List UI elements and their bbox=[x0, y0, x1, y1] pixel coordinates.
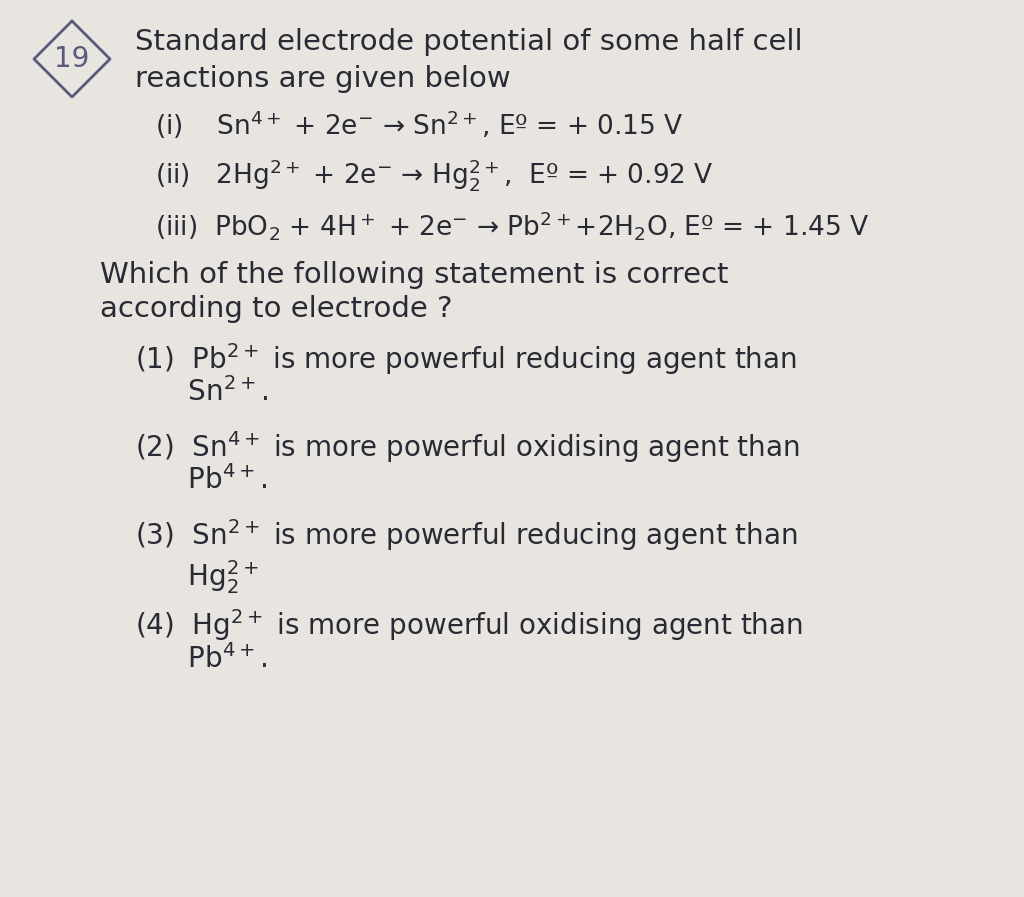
Text: Pb$^{4+}$.: Pb$^{4+}$. bbox=[135, 465, 267, 495]
Text: Sn$^{2+}$.: Sn$^{2+}$. bbox=[135, 377, 268, 407]
Text: (4)  Hg$^{2+}$ is more powerful oxidising agent than: (4) Hg$^{2+}$ is more powerful oxidising… bbox=[135, 607, 803, 643]
Text: 19: 19 bbox=[54, 45, 90, 73]
Text: Which of the following statement is correct: Which of the following statement is corr… bbox=[100, 261, 728, 289]
Text: Pb$^{4+}$.: Pb$^{4+}$. bbox=[135, 644, 267, 674]
Text: (2)  Sn$^{4+}$ is more powerful oxidising agent than: (2) Sn$^{4+}$ is more powerful oxidising… bbox=[135, 429, 800, 465]
Text: (iii)  PbO$_2$ + 4H$^+$ + 2e$^{-}$ → Pb$^{2+}$+2H$_2$O, Eº = + 1.45 V: (iii) PbO$_2$ + 4H$^+$ + 2e$^{-}$ → Pb$^… bbox=[155, 208, 869, 241]
Text: Hg$_2^{2+}$: Hg$_2^{2+}$ bbox=[135, 558, 259, 596]
Text: (i)    Sn$^{4+}$ + 2e$^{-}$ → Sn$^{2+}$, Eº = + 0.15 V: (i) Sn$^{4+}$ + 2e$^{-}$ → Sn$^{2+}$, Eº… bbox=[155, 109, 684, 141]
Text: Standard electrode potential of some half cell: Standard electrode potential of some hal… bbox=[135, 28, 803, 56]
Text: (3)  Sn$^{2+}$ is more powerful reducing agent than: (3) Sn$^{2+}$ is more powerful reducing … bbox=[135, 517, 798, 553]
Text: according to electrode ?: according to electrode ? bbox=[100, 295, 453, 323]
Text: reactions are given below: reactions are given below bbox=[135, 65, 511, 93]
Text: (1)  Pb$^{2+}$ is more powerful reducing agent than: (1) Pb$^{2+}$ is more powerful reducing … bbox=[135, 341, 797, 377]
Text: (ii)   2Hg$^{2+}$ + 2e$^{-}$ → Hg$_2^{2+}$,  Eº = + 0.92 V: (ii) 2Hg$^{2+}$ + 2e$^{-}$ → Hg$_2^{2+}$… bbox=[155, 157, 714, 193]
